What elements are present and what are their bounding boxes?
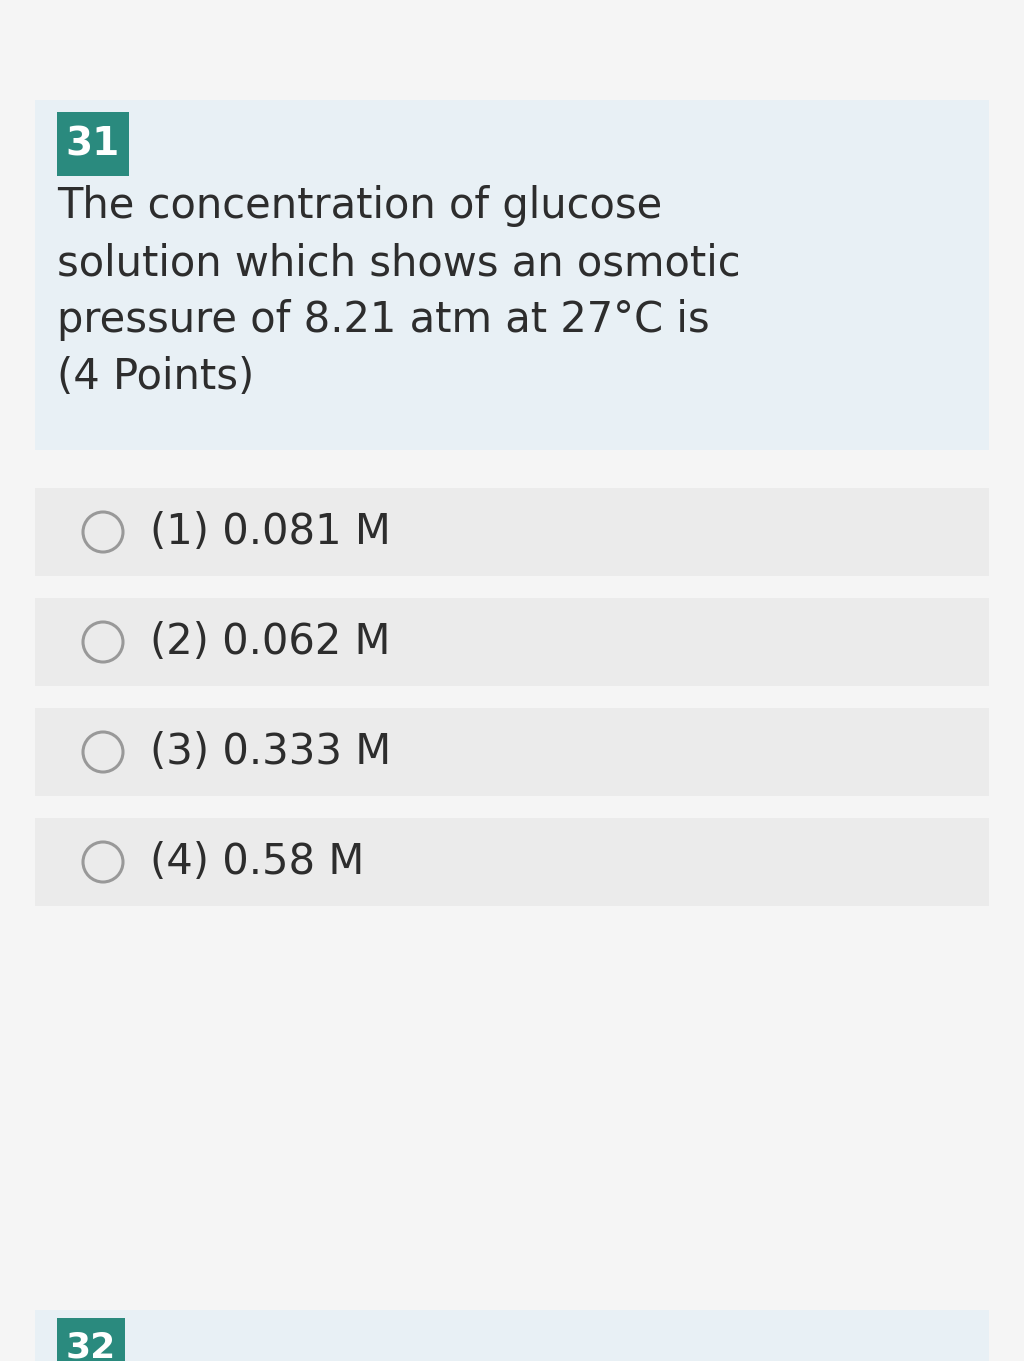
Text: (2) 0.062 M: (2) 0.062 M [150, 621, 390, 663]
Text: solution which shows an osmotic: solution which shows an osmotic [57, 242, 740, 284]
FancyBboxPatch shape [35, 818, 989, 906]
Text: pressure of 8.21 atm at 27°C is: pressure of 8.21 atm at 27°C is [57, 299, 710, 342]
FancyBboxPatch shape [35, 489, 989, 576]
FancyBboxPatch shape [35, 597, 989, 686]
FancyBboxPatch shape [57, 1317, 125, 1361]
Text: The concentration of glucose: The concentration of glucose [57, 185, 663, 227]
Text: 32: 32 [66, 1330, 116, 1361]
FancyBboxPatch shape [35, 1311, 989, 1361]
Text: (3) 0.333 M: (3) 0.333 M [150, 731, 391, 773]
FancyBboxPatch shape [35, 708, 989, 796]
FancyBboxPatch shape [57, 112, 129, 176]
Text: (1) 0.081 M: (1) 0.081 M [150, 510, 391, 553]
Text: (4) 0.58 M: (4) 0.58 M [150, 841, 365, 883]
Text: (4 Points): (4 Points) [57, 357, 254, 397]
Text: 31: 31 [66, 125, 120, 163]
FancyBboxPatch shape [35, 99, 989, 450]
